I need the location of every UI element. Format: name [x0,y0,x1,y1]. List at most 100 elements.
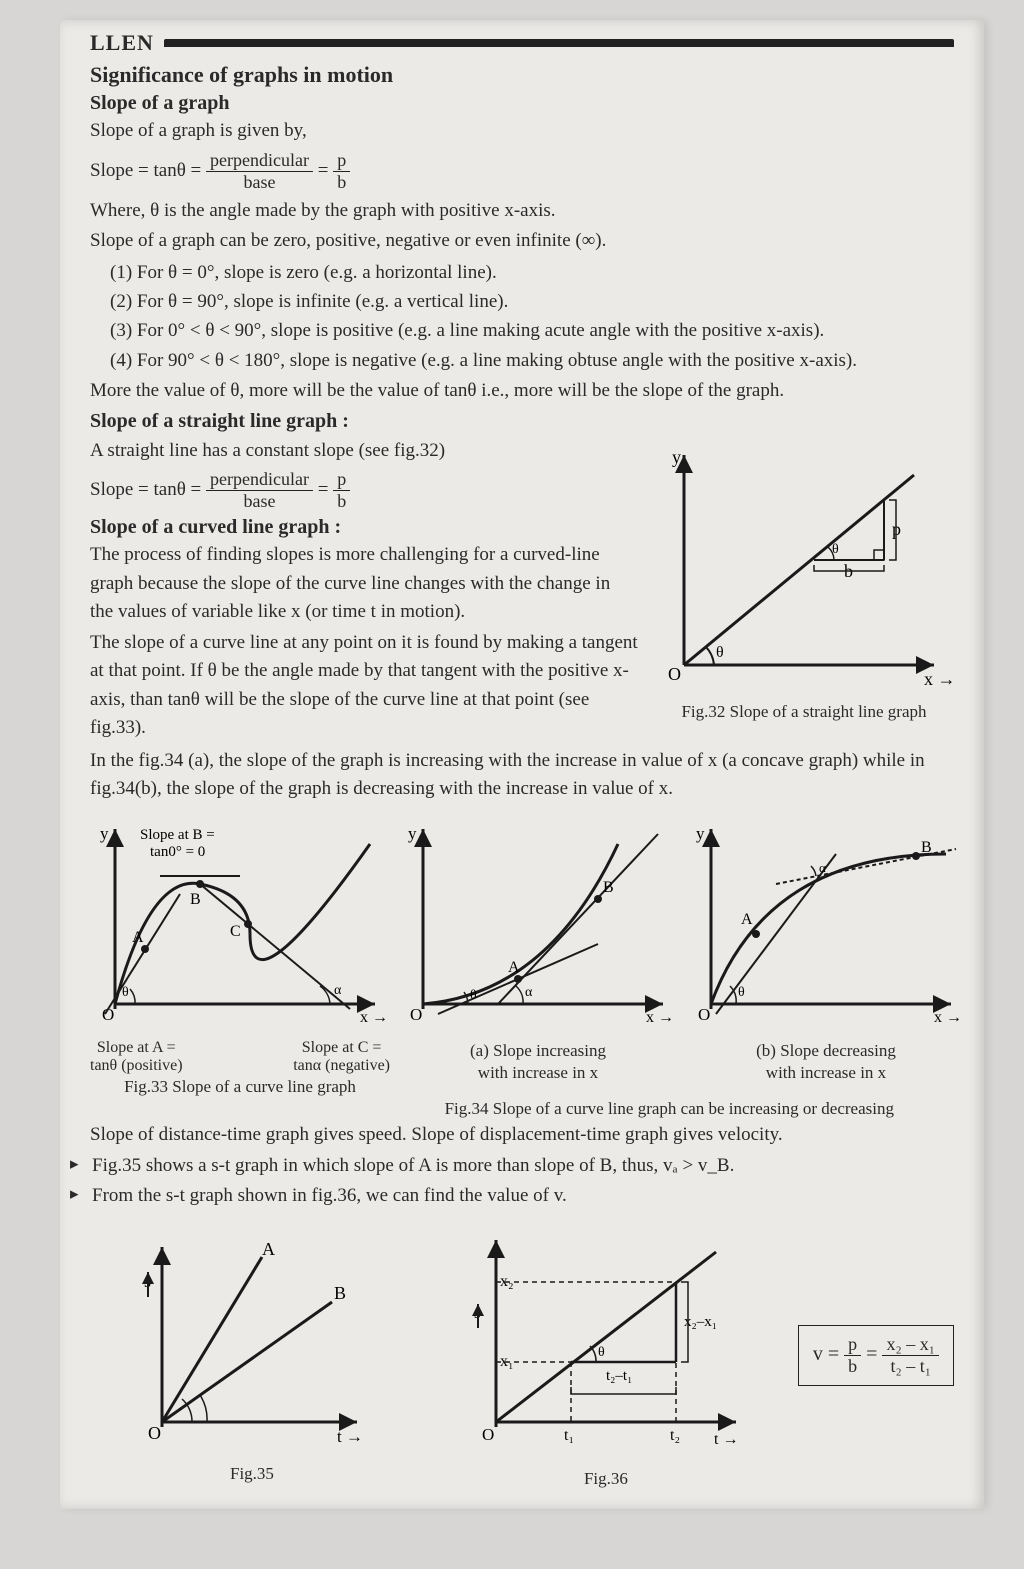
x-label: x → [924,669,954,689]
two-col-section: A straight line has a constant slope (se… [90,435,954,745]
formula-eq2: = [318,479,329,500]
bullet-item: Fig.35 shows a s-t graph in which slope … [70,1151,954,1180]
svg-text:A: A [132,929,144,946]
slope-c-2: tanα (negative) [293,1057,390,1075]
svg-text:α: α [334,983,342,998]
straight-line-heading: Slope of a straight line graph : [90,410,954,433]
svg-text:tan0° = 0: tan0° = 0 [150,844,205,860]
fig36: s O t → x₂ x₁ t₁ t₂ x₂–x₁ t₂ [444,1222,768,1489]
straight-line-text: A straight line has a constant slope (se… [90,437,638,466]
frac-den2: b [333,172,350,193]
formula-lhs2: Slope = tanθ = [90,479,201,500]
slope-c-1: Slope at C = [293,1039,390,1057]
fig32-svg: y x → O p b θ θ [654,435,954,695]
brand-logo: LLEN [90,30,154,56]
svg-text:A: A [508,959,520,976]
curved-heading: Slope of a curved line graph : [90,516,638,539]
brand-rule [164,39,954,47]
svg-text:t →: t → [714,1431,738,1448]
svg-text:x₁: x₁ [500,1353,514,1370]
fig32-caption: Fig.32 Slope of a straight line graph [654,702,954,722]
svg-text:O: O [482,1425,494,1444]
fig34-caption: Fig.34 Slope of a curve line graph can b… [90,1099,894,1119]
origin-label: O [668,664,681,684]
where-line: Where, θ is the angle made by the graph … [90,197,954,226]
page: LLEN Significance of graphs in motion Sl… [60,20,984,1509]
box-d1: b [844,1356,861,1377]
svg-text:O: O [698,1005,710,1024]
svg-text:x →: x → [360,1009,388,1026]
frac-den4: b [333,491,350,512]
fig34a-svg: y O x → A θ B α [398,814,678,1034]
frac-num: perpendicular [206,150,313,172]
curved-p1: The process of finding slopes is more ch… [90,541,638,627]
fig36-svg: s O t → x₂ x₁ t₁ t₂ x₂–x₁ t₂ [456,1222,756,1462]
fig34a-caption: (a) Slope increasing [398,1041,678,1061]
fig34a-caption2: with increase in x [398,1063,678,1083]
svg-text:θ: θ [598,1345,605,1360]
svg-text:B: B [603,879,614,896]
fig34b-caption2: with increase in x [686,1063,966,1083]
svg-text:B: B [921,839,932,856]
svg-text:θ: θ [122,985,129,1000]
svg-text:O: O [410,1005,422,1024]
slope-a-2: tanθ (positive) [90,1057,183,1075]
svg-text:y: y [100,824,109,843]
svg-text:α: α [819,860,826,875]
fig34a: y O x → A θ B α (a) Slope increasing wit… [398,814,678,1097]
dist-time-line: Slope of distance-time graph gives speed… [90,1121,954,1150]
fig33-caption: Fig.33 Slope of a curve line graph [90,1077,390,1097]
slope-at-c: Slope at C = tanα (negative) [293,1039,390,1075]
svg-text:B: B [334,1283,346,1303]
boxed-inner: v = p b = x₂ – x₁ t₂ – t₁ [798,1325,954,1386]
frac-perp-base: perpendicular base [206,150,313,193]
frac-perp-base-2: perpendicular base [206,469,313,512]
fig-row: y O x → A B C θ α Slope at B [90,814,954,1097]
slope-formula-2: Slope = tanθ = perpendicular base = p b [90,469,638,512]
fig35-svg: s O t → A B [132,1227,372,1457]
svg-text:t₁: t₁ [564,1427,574,1444]
slope-heading: Slope of a graph [90,92,954,115]
svg-text:A: A [262,1239,275,1259]
bullet-item: From the s-t graph shown in fig.36, we c… [70,1181,954,1210]
slope-can-be: Slope of a graph can be zero, positive, … [90,227,954,256]
rule-item: (2) For θ = 90°, slope is infinite (e.g.… [110,287,954,316]
svg-text:t₂–t₁: t₂–t₁ [606,1368,632,1384]
frac-num2: p [333,150,350,172]
fig35: s O t → A B Fig.35 [90,1227,414,1484]
slope-formula: Slope = tanθ = perpendicular base = p b [90,150,954,193]
formula-lhs: Slope = tanθ = [90,159,201,180]
slope-intro: Slope of a graph is given by, [90,117,954,146]
svg-text:θ: θ [738,985,745,1000]
slope-a-1: Slope at A = [90,1039,183,1057]
formula-eq: = [318,159,329,180]
svg-text:y: y [696,824,705,843]
box-lhs: v = [813,1343,839,1365]
bottom-row: s O t → A B Fig.35 s O t → [90,1222,954,1489]
box-n2: x₂ – x₁ [882,1334,939,1356]
svg-text:B: B [190,891,201,908]
rules-list: (1) For θ = 0°, slope is zero (e.g. a ho… [110,258,954,376]
frac-num4: p [333,469,350,491]
svg-text:α: α [525,985,533,1000]
fig35-caption: Fig.35 [90,1464,414,1484]
bullets: Fig.35 shows a s-t graph in which slope … [70,1151,954,1210]
more-value: More the value of θ, more will be the va… [90,377,954,406]
svg-text:O: O [148,1423,161,1443]
fig36-caption: Fig.36 [444,1469,768,1489]
svg-text:t₂: t₂ [670,1427,680,1444]
frac-num3: perpendicular [206,469,313,491]
svg-text:x₂: x₂ [500,1273,514,1290]
y-label: y [672,447,681,467]
svg-text:t →: t → [337,1427,363,1446]
svg-text:y: y [408,824,417,843]
brand-bar: LLEN [90,30,954,56]
svg-text:x →: x → [646,1009,674,1026]
svg-text:A: A [741,911,753,928]
rule-item: (3) For 0° < θ < 90°, slope is positive … [110,316,954,345]
fig34b: y O x → A θ B α (b) Slope decreasing wit… [686,814,966,1097]
fig34-intro: In the fig.34 (a), the slope of the grap… [90,747,954,804]
frac-den: base [206,172,313,193]
slope-at-a: Slope at A = tanθ (positive) [90,1039,183,1075]
boxed-formula: v = p b = x₂ – x₁ t₂ – t₁ [798,1325,954,1386]
